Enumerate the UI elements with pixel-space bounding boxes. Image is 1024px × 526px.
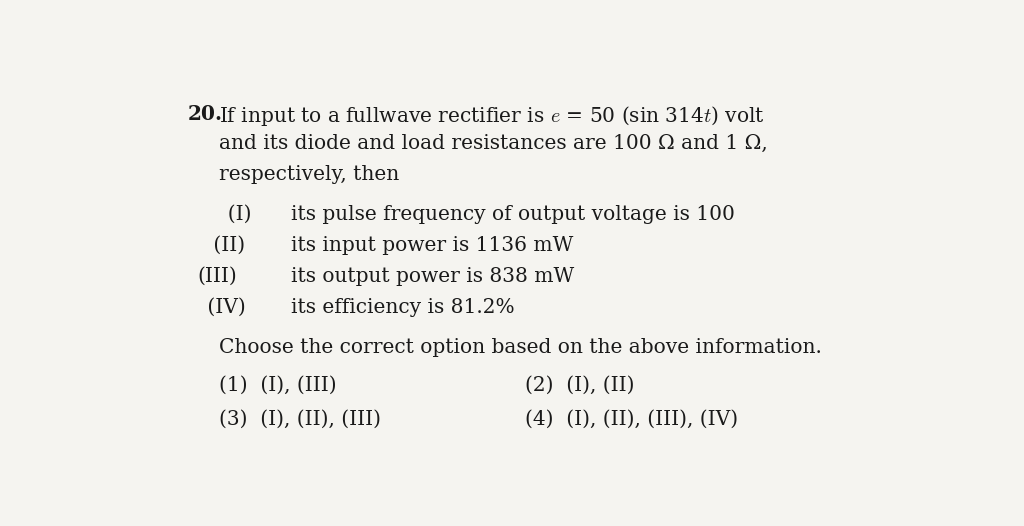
Text: (3)  (I), (II), (III): (3) (I), (II), (III)	[219, 410, 381, 429]
Text: (2)  (I), (II): (2) (I), (II)	[524, 376, 634, 395]
Text: and its diode and load resistances are 100 Ω and 1 Ω,: and its diode and load resistances are 1…	[219, 135, 768, 154]
Text: its output power is 838 mW: its output power is 838 mW	[291, 267, 573, 286]
Text: (II): (II)	[207, 236, 246, 255]
Text: its efficiency is 81.2%: its efficiency is 81.2%	[291, 298, 514, 317]
Text: its pulse frequency of output voltage is 100: its pulse frequency of output voltage is…	[291, 205, 734, 224]
Text: its input power is 1136 mW: its input power is 1136 mW	[291, 236, 573, 255]
Text: (IV): (IV)	[201, 298, 246, 317]
Text: (I): (I)	[214, 205, 251, 224]
Text: If input to a fullwave rectifier is $e$ = 50 (sin 314$t$) volt: If input to a fullwave rectifier is $e$ …	[219, 104, 765, 128]
Text: respectively, then: respectively, then	[219, 165, 399, 184]
Text: 20.: 20.	[187, 104, 222, 124]
Text: (III): (III)	[198, 267, 238, 286]
Text: Choose the correct option based on the above information.: Choose the correct option based on the a…	[219, 338, 822, 357]
Text: (1)  (I), (III): (1) (I), (III)	[219, 376, 337, 395]
Text: (4)  (I), (II), (III), (IV): (4) (I), (II), (III), (IV)	[524, 410, 738, 429]
